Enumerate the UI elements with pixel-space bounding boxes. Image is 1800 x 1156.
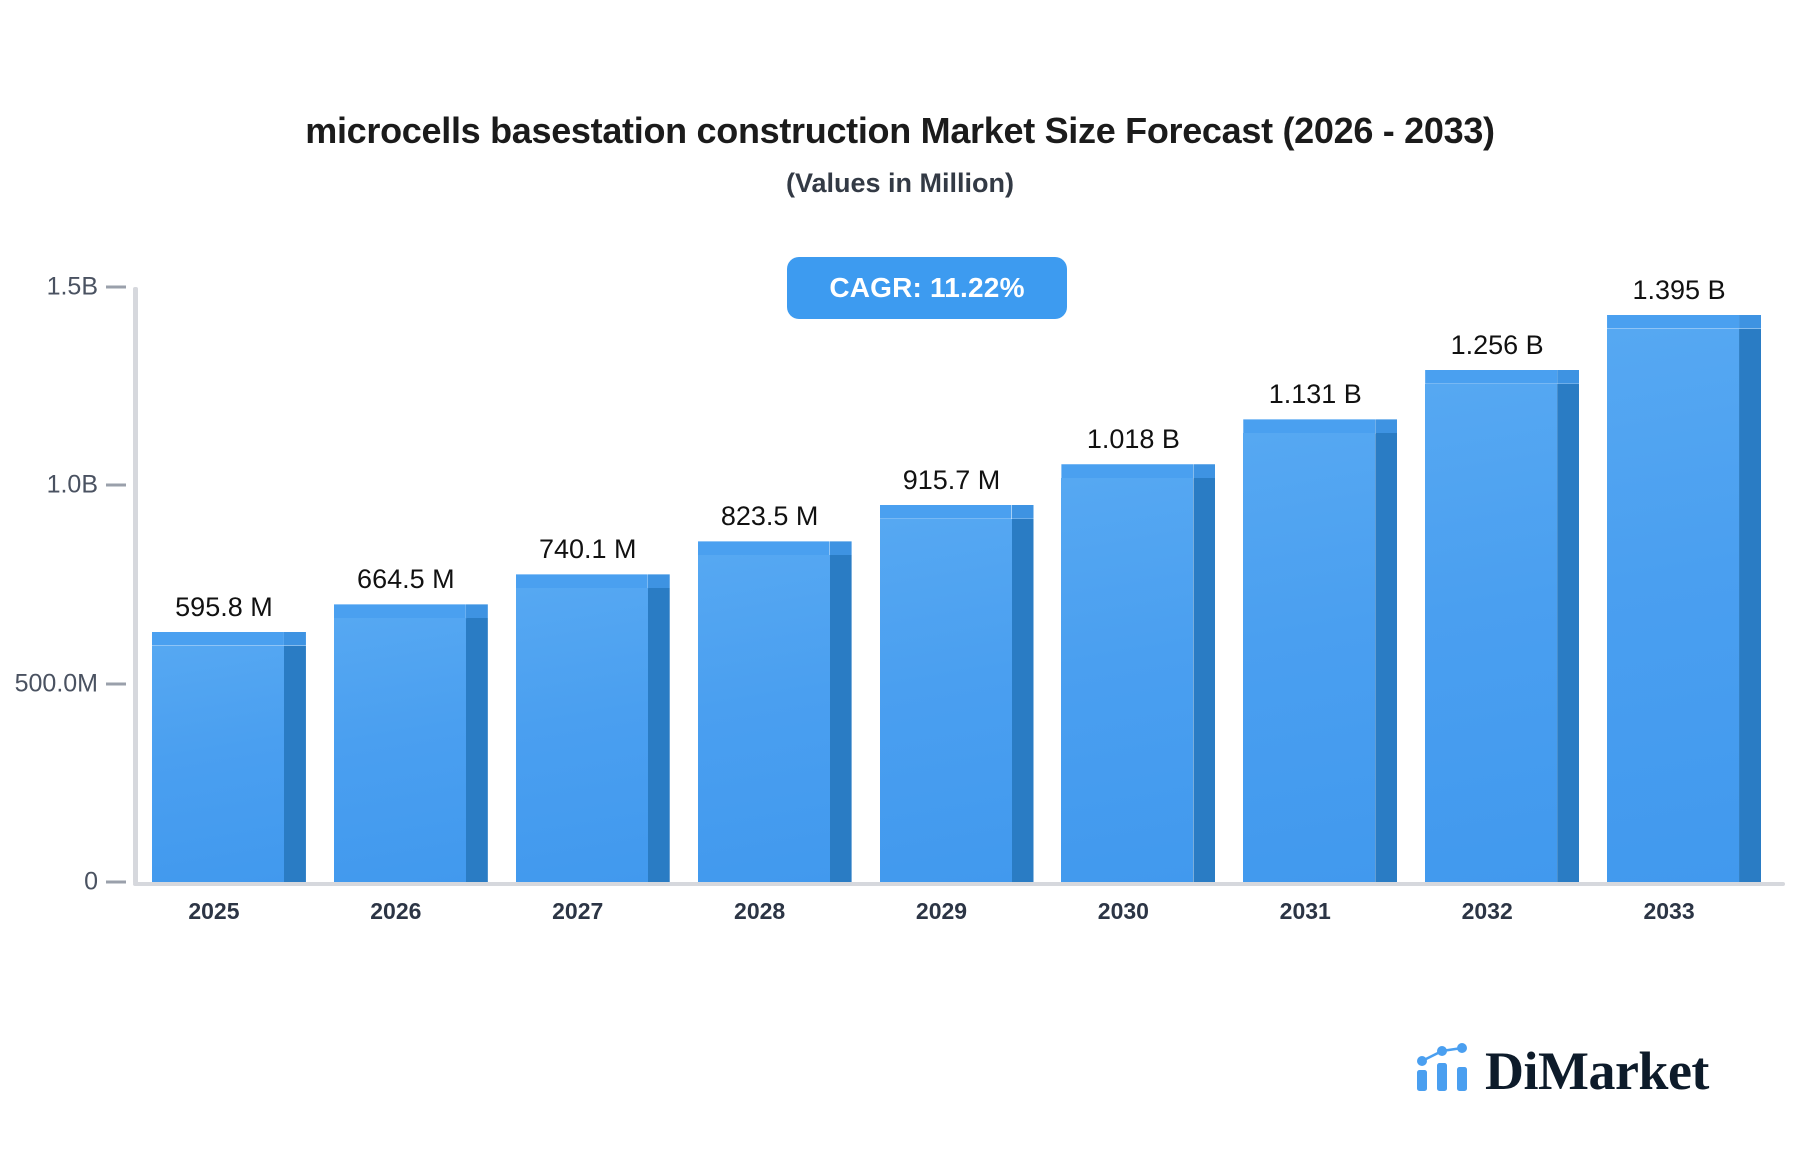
bar-2031[interactable] xyxy=(1243,419,1398,882)
bar-top-wedge xyxy=(1193,464,1216,479)
bar-front-face xyxy=(1607,328,1740,882)
y-axis-tick-mark xyxy=(106,682,126,686)
bar-value-label: 595.8 M xyxy=(175,591,273,622)
bar-front-face xyxy=(879,518,1012,882)
bar-2030[interactable] xyxy=(1061,464,1216,882)
y-axis-tick-label: 0 xyxy=(84,867,98,896)
bar-side-face xyxy=(647,588,670,882)
bar-side-face xyxy=(465,618,488,882)
bar-top-wedge xyxy=(465,604,488,619)
bar-2027[interactable] xyxy=(515,574,670,882)
bar-top-wedge xyxy=(647,574,670,589)
bar-2029[interactable] xyxy=(879,504,1034,882)
bar-front-face xyxy=(697,555,830,882)
page-title: microcells basestation construction Mark… xyxy=(305,110,1495,151)
bar-top-face xyxy=(697,541,830,556)
x-axis-tick-label: 2026 xyxy=(370,898,422,924)
bar-front-face xyxy=(1243,433,1376,882)
bar-value-label: 1.131 B xyxy=(1268,379,1362,410)
bar-side-face xyxy=(1193,478,1216,882)
bar-value-label: 664.5 M xyxy=(357,564,455,595)
bar-value-label: 1.018 B xyxy=(1086,424,1180,455)
bar-value-label: 1.395 B xyxy=(1632,274,1726,305)
bar-2028[interactable] xyxy=(697,541,852,882)
bar-top-face xyxy=(151,631,284,646)
y-axis-tick-mark xyxy=(106,285,126,289)
bar-top-face xyxy=(515,574,648,589)
bar-side-face xyxy=(1557,383,1580,882)
bar-top-face xyxy=(333,604,466,619)
bar-value-label: 823.5 M xyxy=(720,501,819,532)
bar-top-wedge xyxy=(1011,504,1034,519)
bar-top-face xyxy=(1425,369,1558,384)
y-axis-tick-mark xyxy=(106,483,126,487)
bar-value-label: 1.256 B xyxy=(1450,329,1544,360)
bar-front-face xyxy=(515,588,648,882)
y-axis-tick-label: 1.5B xyxy=(46,272,98,301)
x-axis-line xyxy=(133,882,1785,886)
bar-top-face xyxy=(1243,419,1376,434)
bar-top-wedge xyxy=(1739,314,1762,329)
y-axis-tick-label: 500.0M xyxy=(14,669,98,698)
x-axis-tick-label: 2025 xyxy=(188,898,240,924)
bar-top-face xyxy=(879,504,1012,519)
bar-side-face xyxy=(1375,433,1398,882)
bar-front-face xyxy=(1061,478,1194,882)
bar-top-face xyxy=(1607,314,1740,329)
bar-value-label: 740.1 M xyxy=(538,534,637,565)
x-axis-tick-label: 2030 xyxy=(1097,898,1149,924)
bar-top-face xyxy=(1061,464,1194,479)
bar-top-wedge xyxy=(829,541,852,556)
x-axis-tick-label: 2029 xyxy=(915,898,968,924)
x-axis-tick-label: 2028 xyxy=(734,898,786,924)
y-axis-line xyxy=(133,287,138,884)
x-axis-tick-label: 2033 xyxy=(1643,898,1695,924)
x-axis-tick-label: 2031 xyxy=(1279,898,1331,924)
cagr-badge: CAGR: 11.22% xyxy=(787,257,1067,319)
bar-side-face xyxy=(1739,328,1762,882)
bar-chart-icon xyxy=(1415,1043,1471,1098)
chart-subtitle: (Values in Million) xyxy=(785,168,1015,198)
bar-side-face xyxy=(829,555,852,882)
bar-top-wedge xyxy=(1375,419,1398,434)
bar-2025[interactable] xyxy=(151,631,306,882)
bar-front-face xyxy=(1425,383,1558,882)
bar-value-label: 915.7 M xyxy=(902,464,1001,495)
y-axis-tick-label: 1.0B xyxy=(46,470,98,499)
bar-2026[interactable] xyxy=(333,604,488,882)
bar-front-face xyxy=(151,645,284,882)
dimarket-logo: DiMarket xyxy=(1415,1043,1709,1098)
logo-text: DiMarket xyxy=(1485,1040,1709,1101)
bar-side-face xyxy=(1011,518,1034,882)
y-axis-tick-mark xyxy=(106,880,126,884)
bar-2033[interactable] xyxy=(1607,314,1762,882)
bar-top-wedge xyxy=(1557,369,1580,384)
x-axis-tick-label: 2032 xyxy=(1461,898,1513,924)
x-axis-tick-label: 2027 xyxy=(552,898,604,924)
bar-top-wedge xyxy=(283,631,306,646)
bar-front-face xyxy=(333,618,466,882)
cagr-badge-label: CAGR: 11.22% xyxy=(829,272,1025,303)
bar-2032[interactable] xyxy=(1425,369,1580,882)
bar-side-face xyxy=(283,645,306,882)
